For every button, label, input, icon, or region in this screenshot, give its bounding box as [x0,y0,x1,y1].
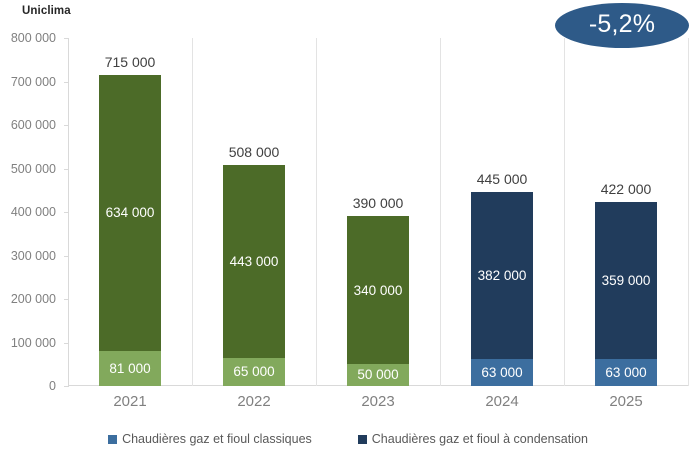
category-separator-gridline [688,38,689,386]
variation-badge: -5,2% [555,3,689,48]
y-axis-tick-label: 600 000 [10,118,56,132]
bar-group[interactable]: 508 000 443 000 65 000 [223,145,285,386]
legend-label: Chaudières gaz et fioul classiques [122,432,312,446]
variation-badge-label: -5,2% [588,10,656,38]
bar-total-label: 715 000 [104,53,156,70]
bar-segment-label: 382 000 [477,267,527,283]
bar-segment-classiques[interactable]: 63 000 [595,358,657,386]
bar-segment-condensation[interactable]: 382 000 [471,192,533,359]
x-axis-tick-label: 2022 [237,393,271,410]
bar-total-label: 390 000 [352,195,404,212]
legend-item[interactable]: Chaudières gaz et fioul classiques [108,432,312,446]
y-axis-labels: 800 000 700 000 600 000 500 000 400 000 300 0… [0,31,62,393]
bar-segment-label: 359 000 [601,272,651,288]
y-axis-tick [64,386,69,387]
y-axis-tick [64,125,69,126]
y-axis-tick-label: 400 000 [10,205,56,219]
category-separator-gridline [192,38,193,386]
bar-total-label: 508 000 [228,144,280,161]
bar-segment-label: 63 000 [605,364,647,380]
bar-segment-label: 634 000 [105,205,155,221]
bar-group[interactable]: 422 000 359 000 63 000 [595,182,657,386]
y-axis-tick [64,81,69,83]
bar-group[interactable]: 715 000 634 000 81 000 [99,55,161,386]
bar-segment-condensation[interactable]: 443 000 [223,165,285,358]
y-axis-tick [64,299,69,300]
x-axis-tick-label: 2024 [485,393,519,410]
category-separator-gridline [440,38,441,386]
bar-segment-condensation[interactable]: 359 000 [595,202,657,359]
x-axis-tick-label: 2021 [113,393,147,410]
x-axis-tick-label: 2025 [609,393,643,410]
bar-total-label: 422 000 [600,181,652,198]
bar-group[interactable]: 445 000 382 000 63 000 [471,172,533,386]
y-axis-tick-label: 100 000 [10,335,56,350]
category-separator-gridline [564,38,565,386]
y-axis-tick [64,212,69,213]
bar-segment-classiques[interactable]: 81 000 [99,350,161,386]
bar-segment-condensation[interactable]: 634 000 [99,74,161,351]
y-axis-tick [64,255,69,257]
bar-segment-label: 443 000 [229,253,279,269]
legend-swatch-icon [108,434,118,444]
bar-segment-classiques[interactable]: 65 000 [223,357,285,386]
bar-segment-label: 340 000 [353,282,403,298]
chart-legend: Chaudières gaz et fioul classiques Chaudi… [0,428,696,450]
bar-segment-label: 65 000 [233,364,275,380]
x-axis-labels: 2021 2022 2023 2024 2025 [68,393,688,417]
bar-segment-classiques[interactable]: 50 000 [347,364,409,386]
y-axis-tick-label: 300 000 [10,248,56,263]
y-axis-tick-label: 700 000 [10,74,56,89]
x-axis-tick-label: 2023 [361,393,395,410]
bar-segment-label: 63 000 [481,364,523,380]
bar-total-label: 445 000 [476,171,528,188]
plot-area: 715 000 634 000 81 000 508 000 443 000 65 000… [64,38,689,387]
y-axis-tick-label: 0 [49,379,56,393]
bar-segment-label: 81 000 [109,360,151,376]
bar-group[interactable]: 390 000 340 000 50 000 [347,196,409,386]
category-separator-gridline [316,38,317,386]
y-axis-tick [64,168,69,170]
bar-segment-label: 50 000 [357,367,399,383]
y-axis-tick [64,38,69,39]
legend-item[interactable]: Chaudières gaz et fioul à condensation [357,432,588,446]
bar-segment-condensation[interactable]: 340 000 [347,216,409,365]
legend-swatch-icon [357,434,367,444]
y-axis-tick [64,342,69,344]
page-title: Uniclima [22,5,71,17]
y-axis-tick-label: 200 000 [10,292,56,306]
y-axis-tick-label: 800 000 [10,31,56,45]
bar-segment-classiques[interactable]: 63 000 [471,358,533,386]
y-axis-tick-label: 500 000 [10,161,56,176]
legend-label: Chaudières gaz et fioul à condensation [371,432,588,446]
